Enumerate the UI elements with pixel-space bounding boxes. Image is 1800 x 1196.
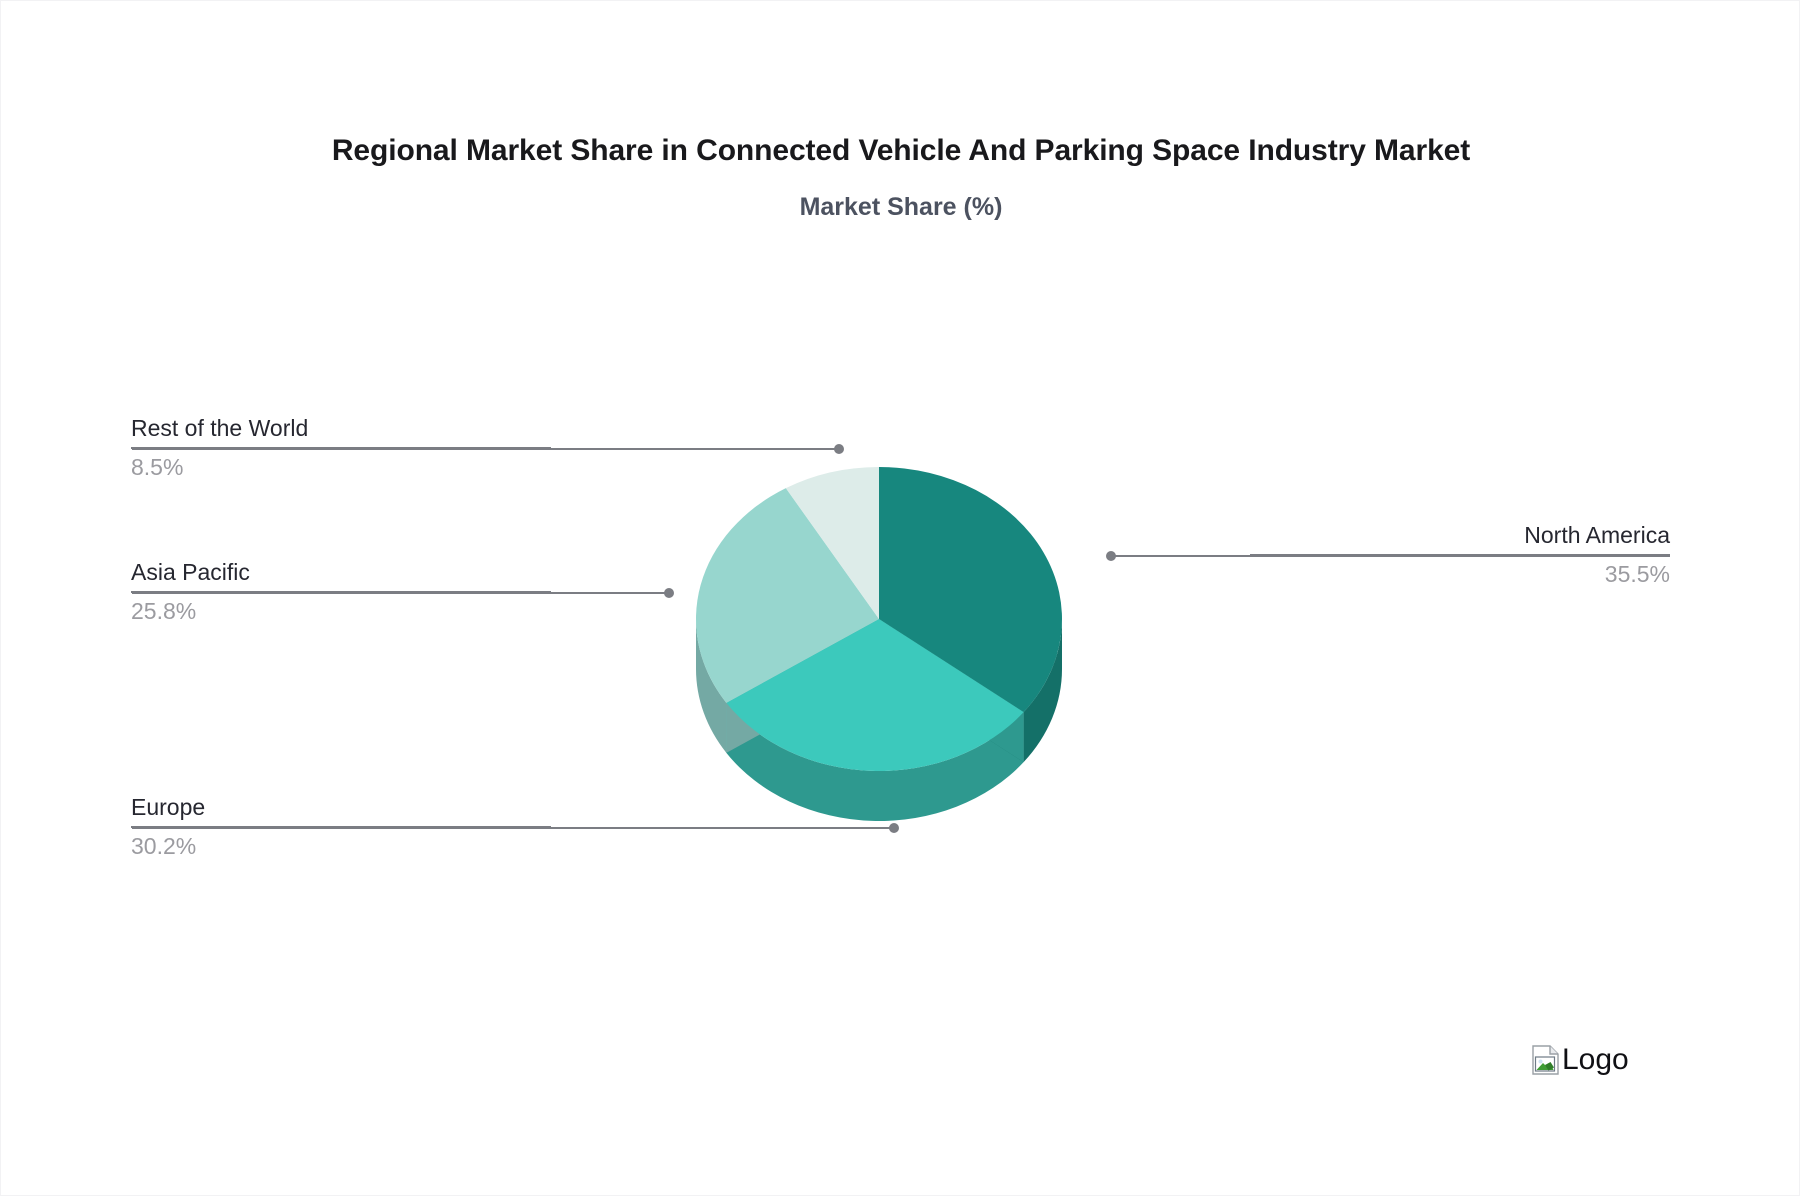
slice-edge-europe — [726, 619, 879, 753]
callout-value-asia-pacific: 25.8% — [131, 598, 197, 624]
pie-depth-walls — [696, 619, 1062, 821]
slice-edge-north-america — [879, 619, 1024, 763]
callout-label-rest-of-the-world: Rest of the World — [131, 415, 309, 441]
page-title: Regional Market Share in Connected Vehic… — [331, 134, 1471, 167]
slice-europe — [726, 619, 1024, 772]
slice-edge-europe — [879, 619, 1024, 763]
broken-image-icon — [1532, 1045, 1560, 1075]
callout-value-rest-of-the-world: 8.5% — [131, 454, 184, 480]
logo: Logo — [1532, 1045, 1629, 1075]
leader-dot-europe — [889, 823, 899, 833]
callout-europe: Europe 30.2% — [131, 792, 551, 861]
leader-dot-asia-pacific — [664, 588, 674, 598]
callout-label-europe: Europe — [131, 794, 206, 820]
slice-side-asia-pacific — [696, 619, 727, 753]
callout-rule-north-america — [1250, 554, 1670, 556]
slice-rest-of-the-world — [785, 467, 879, 619]
callout-label-asia-pacific: Asia Pacific — [131, 559, 250, 585]
slice-asia-pacific — [695, 488, 879, 703]
callout-rule-europe — [131, 826, 551, 828]
leader-dot-rest-of-the-world — [834, 444, 844, 454]
callout-rest-of-the-world: Rest of the World 8.5% — [131, 413, 551, 482]
chart-subtitle: Market Share (%) — [799, 193, 1003, 221]
callout-asia-pacific: Asia Pacific 25.8% — [131, 557, 551, 626]
callout-value-europe: 30.2% — [131, 833, 197, 859]
callout-rule-rest-of-the-world — [131, 447, 551, 449]
slice-side-europe — [726, 702, 1024, 821]
callout-label-north-america: North America — [1524, 522, 1670, 548]
slice-side-north-america — [1023, 619, 1062, 763]
callout-north-america: North America 35.5% — [1250, 520, 1670, 589]
slice-north-america — [879, 467, 1062, 713]
pie-leader-lines — [132, 444, 1670, 833]
pie-top-faces — [695, 467, 1062, 772]
logo-alt-label: Logo — [1562, 1043, 1629, 1076]
callout-rule-asia-pacific — [131, 591, 551, 593]
leader-dot-north-america — [1106, 551, 1116, 561]
slice-edge-asia-pacific — [726, 619, 879, 753]
callout-value-north-america: 35.5% — [1604, 561, 1670, 587]
